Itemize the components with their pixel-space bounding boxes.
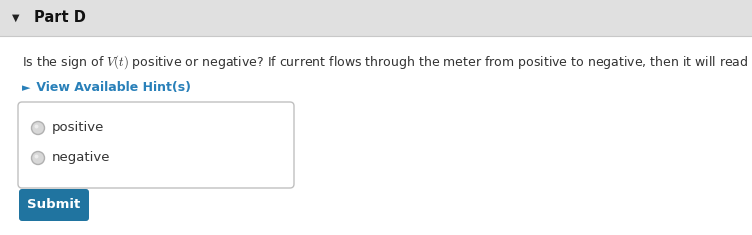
FancyBboxPatch shape (0, 36, 752, 235)
Text: negative: negative (52, 152, 111, 164)
Circle shape (35, 154, 38, 158)
Text: Submit: Submit (27, 199, 80, 212)
FancyBboxPatch shape (0, 0, 752, 36)
Text: View Available Hint(s): View Available Hint(s) (32, 82, 191, 94)
Text: positive: positive (52, 121, 105, 134)
FancyBboxPatch shape (19, 189, 89, 221)
Text: Is the sign of $V(t)$ positive or negative? If current flows through the meter f: Is the sign of $V(t)$ positive or negati… (22, 53, 752, 71)
Circle shape (35, 125, 38, 129)
Text: ►: ► (22, 83, 31, 93)
FancyBboxPatch shape (18, 102, 294, 188)
Text: Part D: Part D (34, 11, 86, 26)
Circle shape (32, 121, 44, 134)
Text: ▼: ▼ (12, 13, 20, 23)
Circle shape (32, 152, 44, 164)
